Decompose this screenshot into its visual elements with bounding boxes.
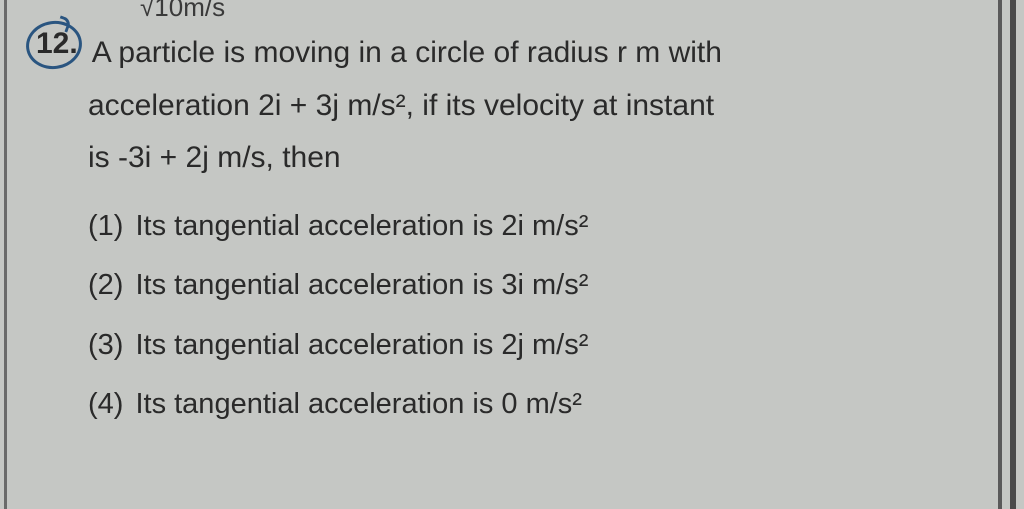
left-edge: [4, 0, 7, 509]
question-continuation: acceleration 2i + 3j m/s², if its veloci…: [88, 80, 964, 185]
option-text: Its tangential acceleration is 2j m/s²: [135, 324, 588, 368]
option-text: Its tangential acceleration is 3i m/s²: [135, 264, 588, 308]
question-number: 12.: [30, 25, 84, 62]
question-header: 12. A particle is moving in a circle of …: [30, 27, 964, 80]
option-number: (2): [88, 264, 123, 308]
question-text: A particle is moving in a circle of radi…: [92, 27, 722, 80]
partial-previous-text: √10m/s: [140, 0, 225, 23]
question-line-3: is -3i + 2j m/s, then: [88, 132, 964, 185]
right-edge-outer: [1010, 0, 1016, 509]
option-3: (3) Its tangential acceleration is 2j m/…: [88, 324, 964, 368]
question-line-2: acceleration 2i + 3j m/s², if its veloci…: [88, 80, 964, 133]
option-4: (4) Its tangential acceleration is 0 m/s…: [88, 383, 964, 427]
question-line-1: A particle is moving in a circle of radi…: [92, 27, 722, 80]
option-text: Its tangential acceleration is 2i m/s²: [135, 205, 588, 249]
right-edge-inner: [998, 0, 1002, 509]
option-1: (1) Its tangential acceleration is 2i m/…: [88, 205, 964, 249]
page-container: √10m/s 12. A particle is moving in a cir…: [0, 0, 1024, 509]
question-number-wrap: 12.: [30, 27, 84, 61]
option-number: (4): [88, 383, 123, 427]
option-2: (2) Its tangential acceleration is 3i m/…: [88, 264, 964, 308]
option-text: Its tangential acceleration is 0 m/s²: [135, 383, 581, 427]
question-block: 12. A particle is moving in a circle of …: [30, 27, 964, 427]
option-number: (3): [88, 324, 123, 368]
options-list: (1) Its tangential acceleration is 2i m/…: [88, 205, 964, 427]
option-number: (1): [88, 205, 123, 249]
